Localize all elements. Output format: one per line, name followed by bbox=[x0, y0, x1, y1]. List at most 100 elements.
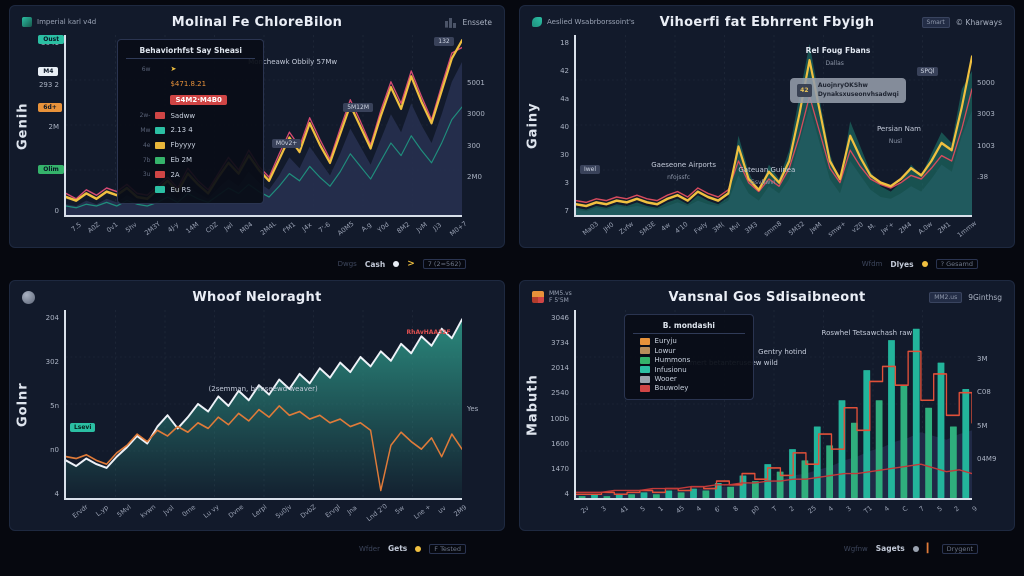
legend-swatch bbox=[155, 126, 166, 134]
axis-tick: 2014 bbox=[551, 364, 569, 373]
footer-watermark: Dwgs bbox=[337, 260, 357, 268]
panel-top-left: Imperial karl v4d Molinal Fe ChloreBilon… bbox=[9, 5, 505, 248]
axis-tick: 40 bbox=[560, 123, 569, 131]
axis-chip: 6d+ bbox=[38, 103, 62, 113]
legend-label: Euryju bbox=[654, 337, 677, 346]
chart-plot-area[interactable]: (2semman, brfuseewd weaver) RhAvHAA32F Lse… bbox=[64, 310, 462, 500]
panel-bottom-right: MM5.vs F 5'5M Vansnal Gos Sdisaibneont M… bbox=[519, 280, 1015, 531]
x-axis-ticks: Ervdr L.yp 5Mvl kvwn Jvsl 0rne Lu vy Dvne Lerpl 5… bbox=[10, 500, 504, 530]
panel-footer: Wgfnw Sagets ▎ Drygent bbox=[512, 543, 1024, 554]
axis-tick: C08 bbox=[977, 388, 991, 397]
chart-plot-area[interactable]: B. mondashi Euryju Lowur Hummons Infusionu W… bbox=[574, 310, 972, 500]
legend-label: Lowur bbox=[654, 346, 676, 355]
legend-item-note: 7b bbox=[142, 156, 151, 164]
panel-subtitle: MM5.vs bbox=[549, 289, 572, 297]
chart-annotation: Rel Foug Fbans bbox=[805, 45, 871, 55]
panel-action-button[interactable]: © Kharways bbox=[955, 17, 1002, 27]
axis-tick: 4 bbox=[695, 504, 704, 514]
axis-tick: 5001 bbox=[467, 78, 485, 87]
panel-action-button[interactable]: 9Ginthsg bbox=[968, 292, 1002, 302]
chart-annotation: 5M12M bbox=[343, 103, 373, 113]
panel-subtitle: Imperial karl v4d bbox=[37, 18, 97, 26]
axis-tick: 3 bbox=[844, 504, 853, 514]
legend-items: 6w ➤ $471.8.21 S4M2·M4B0 2w- Sadww Mw 2.13 4 4e F… bbox=[126, 62, 255, 198]
chevron-icon[interactable]: ▎ bbox=[926, 543, 934, 554]
avatar-icon[interactable] bbox=[22, 290, 35, 304]
legend-item[interactable]: Lowur bbox=[633, 347, 746, 355]
y-axis-label: Genih bbox=[15, 102, 31, 150]
footer-label[interactable]: Cash bbox=[364, 259, 386, 269]
chart-annotation: Gaeseone Airports bbox=[651, 161, 717, 169]
panel-header: Whoof Neloraght bbox=[10, 281, 504, 307]
axis-tick: M0+7 bbox=[447, 219, 469, 238]
legend-item[interactable]: 3u 2A bbox=[126, 171, 255, 179]
legend-item[interactable]: Euryju bbox=[633, 337, 746, 345]
panel-title: Molinal Fe ChloreBilon bbox=[171, 14, 343, 30]
axis-tick: 204 bbox=[45, 314, 59, 322]
y-axis-ticks: 18 42 4a 40 30 3 7 bbox=[542, 35, 574, 217]
axis-tick: 7 bbox=[564, 207, 569, 215]
axis-tick: 7 bbox=[918, 504, 927, 514]
legend-item[interactable]: Eu RS bbox=[126, 186, 255, 194]
y-axis-label: Golnr bbox=[15, 382, 31, 428]
legend-label: $471.8.21 bbox=[170, 79, 207, 88]
footer-dot-icon bbox=[912, 545, 919, 552]
axis-tick: 25 bbox=[805, 503, 818, 516]
footer-label[interactable]: Gets bbox=[387, 544, 408, 553]
axis-tick: Jvsl bbox=[161, 503, 176, 517]
axis-tick: 5u0jv bbox=[274, 502, 294, 521]
footer-label[interactable]: Dlyes bbox=[890, 259, 914, 269]
axis-tick: 42 bbox=[560, 67, 569, 75]
axis-tick: 3734 bbox=[551, 339, 569, 348]
legend-swatch bbox=[639, 375, 650, 383]
legend-item[interactable]: 7b Eb 2M bbox=[126, 156, 255, 164]
legend-item[interactable]: 6w ➤ bbox=[126, 65, 255, 73]
panel-badge[interactable]: MM2.us bbox=[929, 291, 963, 303]
axis-tick: 3000 bbox=[467, 110, 485, 119]
legend-item[interactable]: Bouwoley bbox=[633, 384, 746, 392]
bar-chart-icon[interactable] bbox=[443, 16, 457, 28]
chart-annotation: nfojssfc bbox=[667, 173, 690, 181]
panel-badge[interactable]: Smart bbox=[921, 16, 950, 28]
chart-plot-area[interactable]: Behaviorhfst Say Sheasi 6w ➤ $471.8.21 S4M2… bbox=[38, 35, 462, 217]
panel-logo-icon bbox=[532, 17, 542, 27]
axis-tick: 4 bbox=[54, 490, 59, 498]
panel-title: Vansnal Gos Sdisaibneont bbox=[668, 289, 866, 305]
legend-swatch bbox=[639, 356, 650, 364]
legend-swatch bbox=[155, 156, 166, 164]
legend-item[interactable]: 4e Fbyyyy bbox=[126, 141, 255, 149]
legend-item[interactable]: S4M2·M4B0 bbox=[126, 94, 255, 105]
grid-logo-icon bbox=[532, 291, 544, 303]
chart-legend: Behaviorhfst Say Sheasi 6w ➤ $471.8.21 S4M2… bbox=[117, 38, 264, 205]
legend-item[interactable]: Mw 2.13 4 bbox=[126, 126, 255, 134]
legend-label: Sadww bbox=[170, 111, 196, 120]
axis-tick: Lerpl bbox=[250, 503, 269, 520]
legend-item[interactable]: 2w- Sadww bbox=[126, 112, 255, 120]
chevron-icon[interactable]: > bbox=[407, 259, 415, 269]
axis-tick: .38 bbox=[977, 173, 989, 182]
chart-canvas bbox=[576, 310, 972, 498]
legend-swatch bbox=[155, 171, 166, 179]
footer-watermark: Wfdm bbox=[861, 260, 883, 268]
legend-swatch bbox=[639, 337, 650, 345]
chart-annotation: RhAvHAA32F bbox=[406, 328, 451, 336]
chart-tooltip: 42 AuojnryOKShw Dynaksxuseonvhsadwqi bbox=[789, 78, 906, 103]
footer-label[interactable]: Sagets bbox=[875, 544, 905, 553]
legend-item[interactable]: $471.8.21 bbox=[126, 80, 255, 88]
footer-dot-icon bbox=[393, 261, 400, 267]
x-axis-ticks: Ma03 JH0 Zvfw 5M3E 4w 4'10 Fwly 3M(Mvl 3M3 smm8 5M… bbox=[520, 217, 1014, 247]
axis-tick: 41 bbox=[618, 503, 630, 516]
panel-logo-icon bbox=[22, 17, 32, 27]
legend-item-note: 4e bbox=[142, 141, 151, 149]
axis-tick: 2M0 bbox=[467, 173, 482, 182]
chart-annotation: Lsevi bbox=[69, 422, 96, 432]
axis-tick: 1mmw bbox=[955, 219, 978, 240]
axis-tick: Y0d bbox=[376, 220, 392, 235]
tooltip-line: AuojnryOKShw bbox=[817, 82, 868, 90]
axis-tick: 2M3Y bbox=[142, 219, 162, 238]
chart-plot-area[interactable]: 42 AuojnryOKShw Dynaksxuseonvhsadwqi Rel… bbox=[574, 35, 972, 217]
legend-item[interactable]: Hummons bbox=[633, 356, 746, 364]
panel-action-button[interactable]: Enssete bbox=[462, 17, 492, 27]
legend-item[interactable]: Infusionu bbox=[633, 366, 746, 374]
legend-item[interactable]: Wooer bbox=[633, 375, 746, 383]
